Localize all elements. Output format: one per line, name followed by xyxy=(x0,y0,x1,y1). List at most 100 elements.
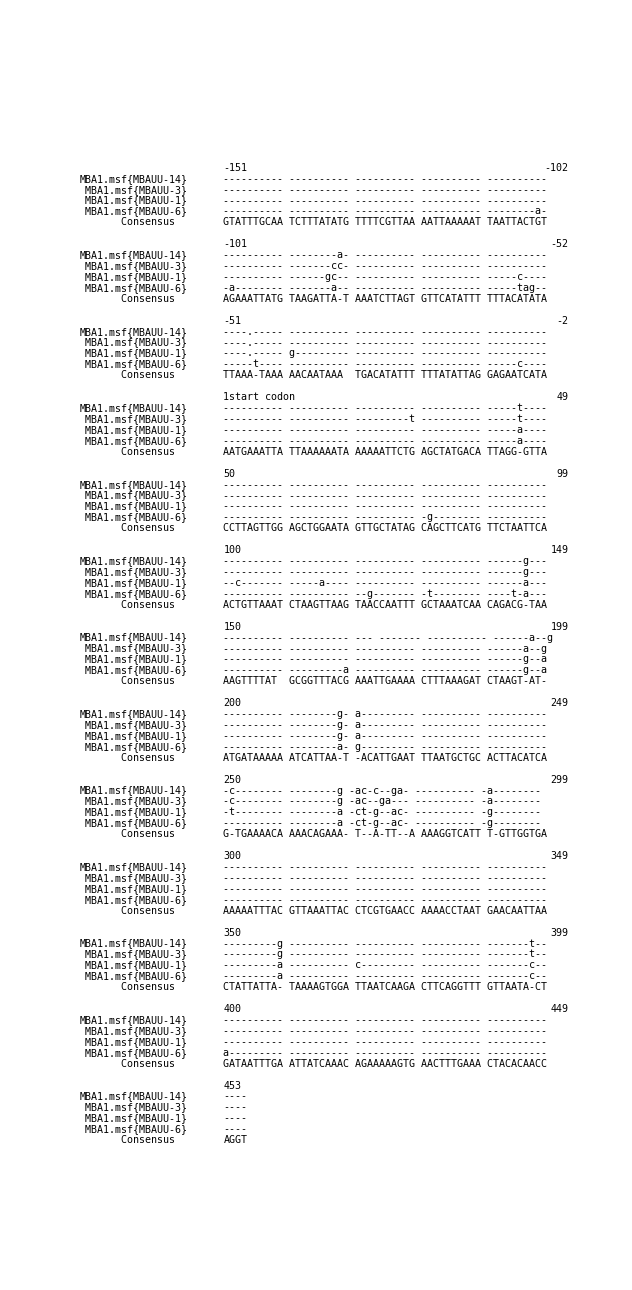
Text: Consensus: Consensus xyxy=(80,524,176,533)
Text: ---------- ---------- --g------- -t-------- ----t-a---: ---------- ---------- --g------- -t-----… xyxy=(224,588,547,599)
Text: ---------- --------a- ---------- ---------- ----------: ---------- --------a- ---------- -------… xyxy=(224,250,547,261)
Text: 199: 199 xyxy=(550,622,568,632)
Text: MBA1.msf{MBAUU-3}: MBA1.msf{MBAUU-3} xyxy=(80,338,188,347)
Text: -102: -102 xyxy=(544,163,568,173)
Text: Consensus: Consensus xyxy=(80,982,176,992)
Text: ---------- ---------- ---------- ---------- ------g---: ---------- ---------- ---------- -------… xyxy=(224,556,547,566)
Text: -52: -52 xyxy=(550,239,568,249)
Text: MBA1.msf{MBAUU-14}: MBA1.msf{MBAUU-14} xyxy=(80,786,188,796)
Text: ---------- ---------- ---------- ---------- ----------: ---------- ---------- ---------- -------… xyxy=(224,1026,547,1036)
Text: MBA1.msf{MBAUU-6}: MBA1.msf{MBAUU-6} xyxy=(80,742,188,752)
Text: MBA1.msf{MBAUU-1}: MBA1.msf{MBAUU-1} xyxy=(80,808,188,818)
Text: 299: 299 xyxy=(550,774,568,784)
Text: -----t---- ---------- ---------- ---------- -----c----: -----t---- ---------- ---------- -------… xyxy=(224,360,547,369)
Text: ----.----- ---------- ---------- ---------- ----------: ----.----- ---------- ---------- -------… xyxy=(224,338,547,347)
Text: ---------- ---------- ---------- ---------- ------g--a: ---------- ---------- ---------- -------… xyxy=(224,654,547,664)
Text: ---------- ---------- ---------- ---------- --------a-: ---------- ---------- ---------- -------… xyxy=(224,206,547,217)
Text: -t-------- --------a -ct-g--ac- ---------- -g--------: -t-------- --------a -ct-g--ac- --------… xyxy=(224,808,542,818)
Text: a--------- ---------- ---------- ---------- ----------: a--------- ---------- ---------- -------… xyxy=(224,1047,547,1058)
Text: MBA1.msf{MBAUU-6}: MBA1.msf{MBAUU-6} xyxy=(80,283,188,293)
Text: Consensus: Consensus xyxy=(80,294,176,304)
Text: ---------- ---------- ---------- ---------- ----------: ---------- ---------- ---------- -------… xyxy=(224,1015,547,1026)
Text: ---------- --------g- a--------- ---------- ----------: ---------- --------g- a--------- -------… xyxy=(224,731,547,740)
Text: ---------- ------gc-- ---------- ---------- -----c----: ---------- ------gc-- ---------- -------… xyxy=(224,272,547,283)
Text: ---------- ---------- ---------t ---------- -----t----: ---------- ---------- ---------t -------… xyxy=(224,414,547,424)
Text: AAAAATTTAC GTTAAATTAC CTCGTGAACC AAAACCTAAT GAACAATTAA: AAAAATTTAC GTTAAATTAC CTCGTGAACC AAAACCT… xyxy=(224,906,547,916)
Text: MBA1.msf{MBAUU-14}: MBA1.msf{MBAUU-14} xyxy=(80,632,188,642)
Text: ---------- ---------- --- ------- ---------- ------a--g: ---------- ---------- --- ------- ------… xyxy=(224,632,554,642)
Text: MBA1.msf{MBAUU-6}: MBA1.msf{MBAUU-6} xyxy=(80,360,188,369)
Text: MBA1.msf{MBAUU-6}: MBA1.msf{MBAUU-6} xyxy=(80,1125,188,1134)
Text: GATAATTTGA ATTATCAAAC AGAAAAAGTG AACTTTGAAA CTACACAACC: GATAATTTGA ATTATCAAAC AGAAAAAGTG AACTTTG… xyxy=(224,1059,547,1068)
Text: Consensus: Consensus xyxy=(80,829,176,840)
Text: MBA1.msf{MBAUU-3}: MBA1.msf{MBAUU-3} xyxy=(80,568,188,577)
Text: MBA1.msf{MBAUU-14}: MBA1.msf{MBAUU-14} xyxy=(80,326,188,337)
Text: MBA1.msf{MBAUU-14}: MBA1.msf{MBAUU-14} xyxy=(80,939,188,948)
Text: Consensus: Consensus xyxy=(80,906,176,916)
Text: MBA1.msf{MBAUU-3}: MBA1.msf{MBAUU-3} xyxy=(80,796,188,806)
Text: ---------- ---------- ---------- ---------- ----------: ---------- ---------- ---------- -------… xyxy=(224,502,547,511)
Text: ---------g ---------- ---------- ---------- -------t--: ---------g ---------- ---------- -------… xyxy=(224,949,547,960)
Text: MBA1.msf{MBAUU-3}: MBA1.msf{MBAUU-3} xyxy=(80,184,188,195)
Text: MBA1.msf{MBAUU-1}: MBA1.msf{MBAUU-1} xyxy=(80,196,188,205)
Text: MBA1.msf{MBAUU-6}: MBA1.msf{MBAUU-6} xyxy=(80,512,188,522)
Text: MBA1.msf{MBAUU-1}: MBA1.msf{MBAUU-1} xyxy=(80,960,188,970)
Text: ---------- ---------- ---------- ---------- ------a--g: ---------- ---------- ---------- -------… xyxy=(224,644,547,654)
Text: Consensus: Consensus xyxy=(80,676,176,686)
Text: MBA1.msf{MBAUU-6}: MBA1.msf{MBAUU-6} xyxy=(80,666,188,676)
Text: ---------- ---------- ---------- ---------- ----------: ---------- ---------- ---------- -------… xyxy=(224,1037,547,1047)
Text: Consensus: Consensus xyxy=(80,218,176,227)
Text: 149: 149 xyxy=(550,546,568,555)
Text: CCTTAGTTGG AGCTGGAATA GTTGCTATAG CAGCTTCATG TTCTAATTCA: CCTTAGTTGG AGCTGGAATA GTTGCTATAG CAGCTTC… xyxy=(224,524,547,533)
Text: MBA1.msf{MBAUU-3}: MBA1.msf{MBAUU-3} xyxy=(80,1026,188,1036)
Text: MBA1.msf{MBAUU-6}: MBA1.msf{MBAUU-6} xyxy=(80,206,188,217)
Text: MBA1.msf{MBAUU-14}: MBA1.msf{MBAUU-14} xyxy=(80,1091,188,1102)
Text: --c------- -----a---- ---------- ---------- ------a---: --c------- -----a---- ---------- -------… xyxy=(224,578,547,588)
Text: ---------- ---------- ---------- ---------- ----------: ---------- ---------- ---------- -------… xyxy=(224,862,547,872)
Text: ---------- ---------- ---------- ---------- ----------: ---------- ---------- ---------- -------… xyxy=(224,873,547,882)
Text: ---------- ---------- ---------- ---------- ----------: ---------- ---------- ---------- -------… xyxy=(224,174,547,183)
Text: ---------- --------a -ct-g--ac- ---------- -g--------: ---------- --------a -ct-g--ac- --------… xyxy=(224,818,542,828)
Text: MBA1.msf{MBAUU-1}: MBA1.msf{MBAUU-1} xyxy=(80,502,188,511)
Text: MBA1.msf{MBAUU-14}: MBA1.msf{MBAUU-14} xyxy=(80,710,188,719)
Text: ---------- ---------- ---------- ---------- -----t----: ---------- ---------- ---------- -------… xyxy=(224,404,547,413)
Text: Consensus: Consensus xyxy=(80,753,176,762)
Text: MBA1.msf{MBAUU-3}: MBA1.msf{MBAUU-3} xyxy=(80,261,188,271)
Text: 399: 399 xyxy=(550,928,568,938)
Text: Consensus: Consensus xyxy=(80,1059,176,1068)
Text: 49: 49 xyxy=(556,392,568,402)
Text: ---------a ---------- ---------- ---------- -------c--: ---------a ---------- ---------- -------… xyxy=(224,971,547,982)
Text: MBA1.msf{MBAUU-14}: MBA1.msf{MBAUU-14} xyxy=(80,556,188,566)
Text: ---------- ---------- ---------- ---------- ----------: ---------- ---------- ---------- -------… xyxy=(224,196,547,205)
Text: Consensus: Consensus xyxy=(80,600,176,610)
Text: 200: 200 xyxy=(224,698,241,708)
Text: 100: 100 xyxy=(224,546,241,555)
Text: MBA1.msf{MBAUU-6}: MBA1.msf{MBAUU-6} xyxy=(80,436,188,446)
Text: -151: -151 xyxy=(224,163,248,173)
Text: 453: 453 xyxy=(224,1081,241,1090)
Text: MBA1.msf{MBAUU-3}: MBA1.msf{MBAUU-3} xyxy=(80,720,188,730)
Text: ---------g ---------- ---------- ---------- -------t--: ---------g ---------- ---------- -------… xyxy=(224,939,547,948)
Text: -c-------- --------g -ac-c--ga- ---------- -a--------: -c-------- --------g -ac-c--ga- --------… xyxy=(224,786,542,796)
Text: Consensus: Consensus xyxy=(80,370,176,381)
Text: MBA1.msf{MBAUU-1}: MBA1.msf{MBAUU-1} xyxy=(80,731,188,740)
Text: ---------- ---------a ---------- ---------- ------g--a: ---------- ---------a ---------- -------… xyxy=(224,666,547,676)
Text: MBA1.msf{MBAUU-1}: MBA1.msf{MBAUU-1} xyxy=(80,1113,188,1124)
Text: Consensus: Consensus xyxy=(80,446,176,457)
Text: MBA1.msf{MBAUU-3}: MBA1.msf{MBAUU-3} xyxy=(80,644,188,654)
Text: MBA1.msf{MBAUU-14}: MBA1.msf{MBAUU-14} xyxy=(80,480,188,490)
Text: ---------a ---------- c--------- ---------- -------c--: ---------a ---------- c--------- -------… xyxy=(224,960,547,970)
Text: MBA1.msf{MBAUU-1}: MBA1.msf{MBAUU-1} xyxy=(80,348,188,359)
Text: 99: 99 xyxy=(556,468,568,479)
Text: MBA1.msf{MBAUU-3}: MBA1.msf{MBAUU-3} xyxy=(80,949,188,960)
Text: 449: 449 xyxy=(550,1004,568,1014)
Text: MBA1.msf{MBAUU-14}: MBA1.msf{MBAUU-14} xyxy=(80,404,188,413)
Text: AGGT: AGGT xyxy=(224,1135,248,1146)
Text: ---------- --------a- g--------- ---------- ----------: ---------- --------a- g--------- -------… xyxy=(224,742,547,752)
Text: ---------- -------cc- ---------- ---------- ----------: ---------- -------cc- ---------- -------… xyxy=(224,261,547,271)
Text: ---------- ---------- ---------- ---------- ----------: ---------- ---------- ---------- -------… xyxy=(224,480,547,490)
Text: 349: 349 xyxy=(550,851,568,862)
Text: 350: 350 xyxy=(224,928,241,938)
Text: MBA1.msf{MBAUU-1}: MBA1.msf{MBAUU-1} xyxy=(80,578,188,588)
Text: -2: -2 xyxy=(556,316,568,325)
